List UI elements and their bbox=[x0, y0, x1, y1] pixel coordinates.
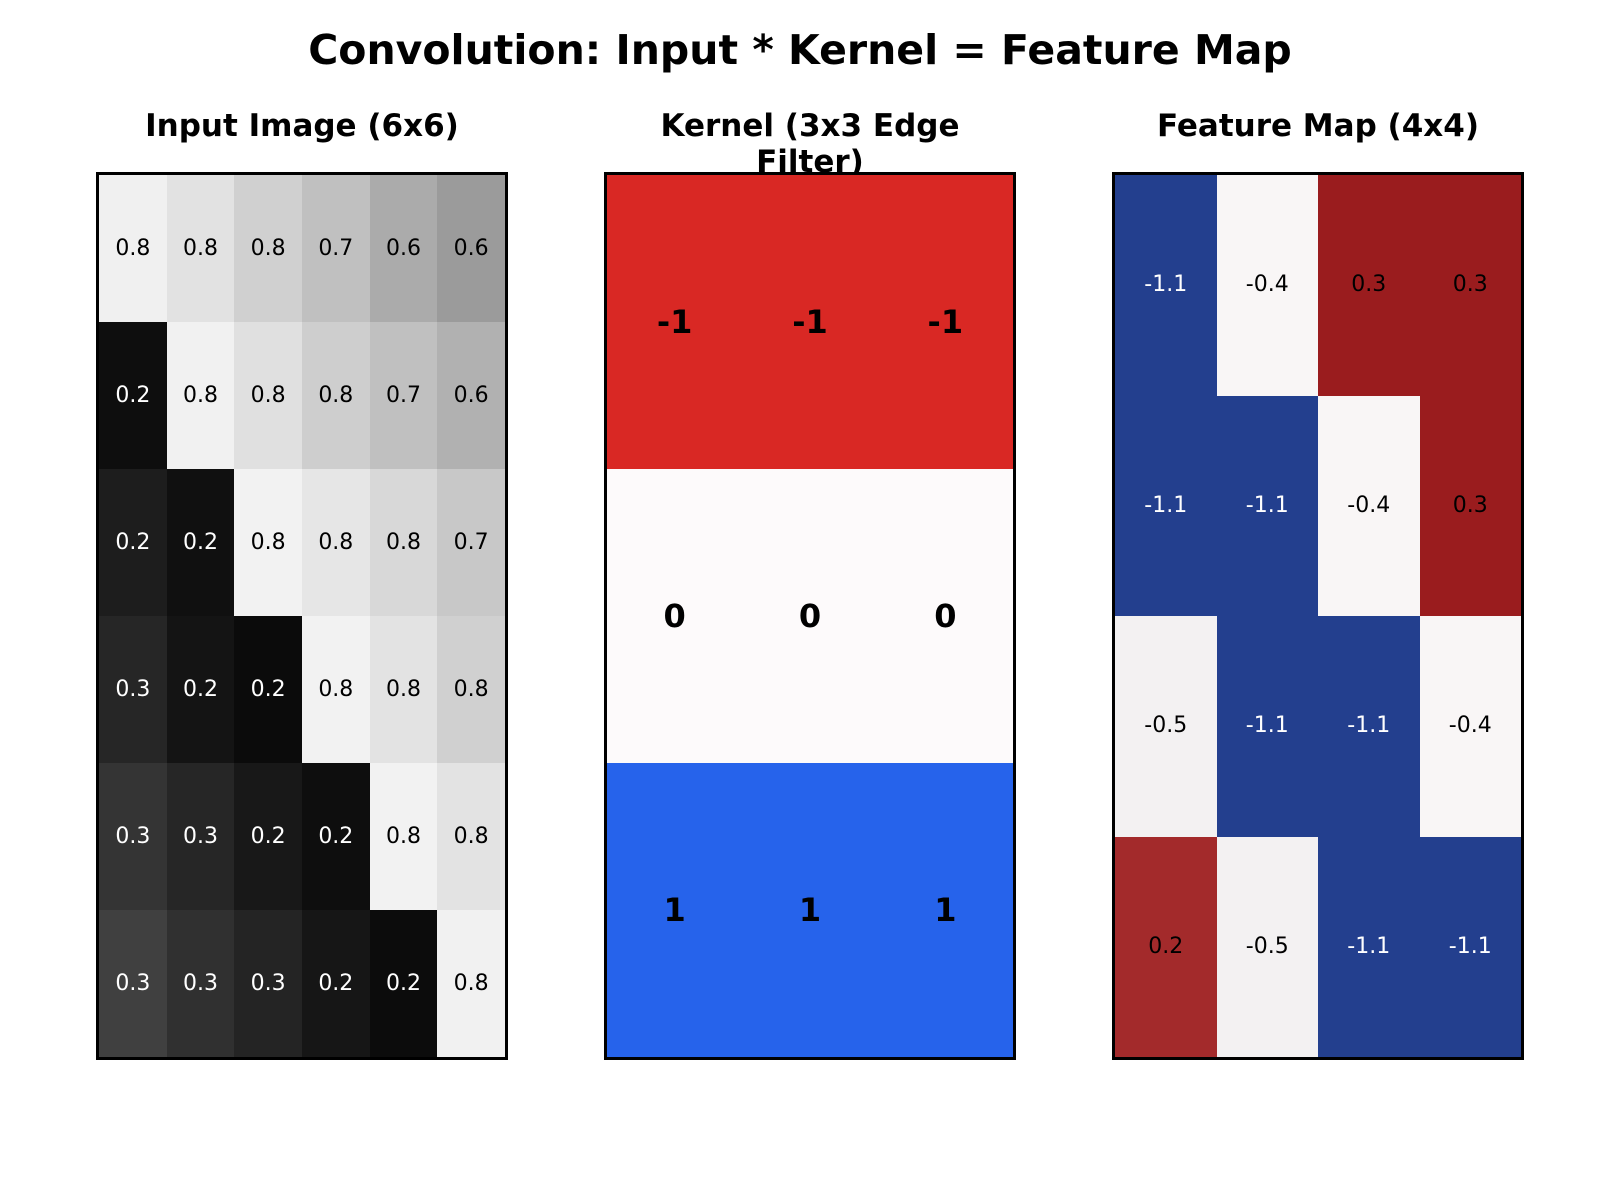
input-cell-r2c5: 0.7 bbox=[437, 469, 505, 616]
input-cell-r3c5: 0.8 bbox=[437, 616, 505, 763]
input-cell-r4c3: 0.2 bbox=[301, 763, 370, 910]
kernel-cell-r1c1: 0 bbox=[742, 469, 878, 763]
feature-cell-r1c3: 0.3 bbox=[1419, 395, 1521, 616]
feature-cell-r0c3: 0.3 bbox=[1419, 175, 1521, 396]
feature-cell-r0c2: 0.3 bbox=[1318, 175, 1420, 396]
feature-cell-r3c0: 0.2 bbox=[1115, 836, 1217, 1057]
input-cell-r0c0: 0.8 bbox=[99, 175, 167, 322]
input-cell-r3c4: 0.8 bbox=[369, 616, 438, 763]
figure-title: Convolution: Input * Kernel = Feature Ma… bbox=[308, 26, 1292, 74]
kernel-cell-r2c2: 1 bbox=[877, 763, 1013, 1057]
feature-cell-r2c1: -1.1 bbox=[1216, 616, 1318, 837]
feature-cell-r1c1: -1.1 bbox=[1216, 395, 1318, 616]
input-cell-r2c0: 0.2 bbox=[99, 469, 167, 616]
input-cell-r5c4: 0.2 bbox=[369, 910, 438, 1057]
feature-cell-r2c2: -1.1 bbox=[1318, 616, 1420, 837]
feature-cell-r3c3: -1.1 bbox=[1419, 836, 1521, 1057]
feature-map-heatmap: -1.1 -0.4 0.3 0.3 -1.1 -1.1 -0.4 0.3 -0.5 -1.1 -1.… bbox=[1112, 172, 1524, 1060]
input-cell-r3c1: 0.2 bbox=[166, 616, 235, 763]
feature-cell-r0c1: -0.4 bbox=[1216, 175, 1318, 396]
input-cell-r4c0: 0.3 bbox=[99, 763, 167, 910]
panel-title-input-image: Input Image (6x6) bbox=[145, 108, 459, 144]
feature-cell-r0c0: -1.1 bbox=[1115, 175, 1217, 396]
input-cell-r4c2: 0.2 bbox=[234, 763, 302, 910]
input-cell-r3c2: 0.2 bbox=[234, 616, 302, 763]
input-cell-r2c1: 0.2 bbox=[166, 469, 235, 616]
input-cell-r1c2: 0.8 bbox=[234, 322, 302, 469]
input-cell-r1c4: 0.7 bbox=[369, 322, 438, 469]
panel-title-feature-map: Feature Map (4x4) bbox=[1156, 108, 1480, 144]
input-cell-r4c1: 0.3 bbox=[166, 763, 235, 910]
feature-cell-r3c1: -0.5 bbox=[1216, 836, 1318, 1057]
input-cell-r0c4: 0.6 bbox=[369, 175, 438, 322]
input-cell-r5c3: 0.2 bbox=[301, 910, 370, 1057]
input-cell-r2c3: 0.8 bbox=[301, 469, 370, 616]
feature-cell-r2c3: -0.4 bbox=[1419, 616, 1521, 837]
input-cell-r1c1: 0.8 bbox=[166, 322, 235, 469]
feature-cell-r1c0: -1.1 bbox=[1115, 395, 1217, 616]
kernel-cell-r0c0: -1 bbox=[607, 175, 743, 469]
kernel-cell-r1c2: 0 bbox=[877, 469, 1013, 763]
input-cell-r0c2: 0.8 bbox=[234, 175, 302, 322]
input-cell-r0c1: 0.8 bbox=[166, 175, 235, 322]
input-cell-r5c5: 0.8 bbox=[437, 910, 505, 1057]
kernel-cell-r2c0: 1 bbox=[607, 763, 743, 1057]
input-cell-r5c2: 0.3 bbox=[234, 910, 302, 1057]
input-cell-r5c0: 0.3 bbox=[99, 910, 167, 1057]
input-image-heatmap: 0.8 0.8 0.8 0.7 0.6 0.6 0.2 0.8 0.8 0.8 0.7 0.6 0.2 0… bbox=[96, 172, 508, 1060]
input-cell-r4c5: 0.8 bbox=[437, 763, 505, 910]
kernel-heatmap: -1 -1 -1 0 0 0 1 1 1 bbox=[604, 172, 1016, 1060]
input-cell-r3c0: 0.3 bbox=[99, 616, 167, 763]
input-cell-r3c3: 0.8 bbox=[301, 616, 370, 763]
feature-cell-r2c0: -0.5 bbox=[1115, 616, 1217, 837]
input-cell-r1c5: 0.6 bbox=[437, 322, 505, 469]
input-cell-r5c1: 0.3 bbox=[166, 910, 235, 1057]
input-cell-r0c3: 0.7 bbox=[301, 175, 370, 322]
input-cell-r0c5: 0.6 bbox=[437, 175, 505, 322]
input-cell-r1c3: 0.8 bbox=[301, 322, 370, 469]
kernel-cell-r1c0: 0 bbox=[607, 469, 743, 763]
input-cell-r2c2: 0.8 bbox=[234, 469, 302, 616]
input-cell-r4c4: 0.8 bbox=[369, 763, 438, 910]
kernel-cell-r0c1: -1 bbox=[742, 175, 878, 469]
kernel-cell-r0c2: -1 bbox=[877, 175, 1013, 469]
feature-cell-r3c2: -1.1 bbox=[1318, 836, 1420, 1057]
input-cell-r1c0: 0.2 bbox=[99, 322, 167, 469]
panel-title-kernel: Kernel (3x3 Edge Filter) bbox=[660, 108, 960, 180]
kernel-cell-r2c1: 1 bbox=[742, 763, 878, 1057]
input-cell-r2c4: 0.8 bbox=[369, 469, 438, 616]
feature-cell-r1c2: -0.4 bbox=[1318, 395, 1420, 616]
